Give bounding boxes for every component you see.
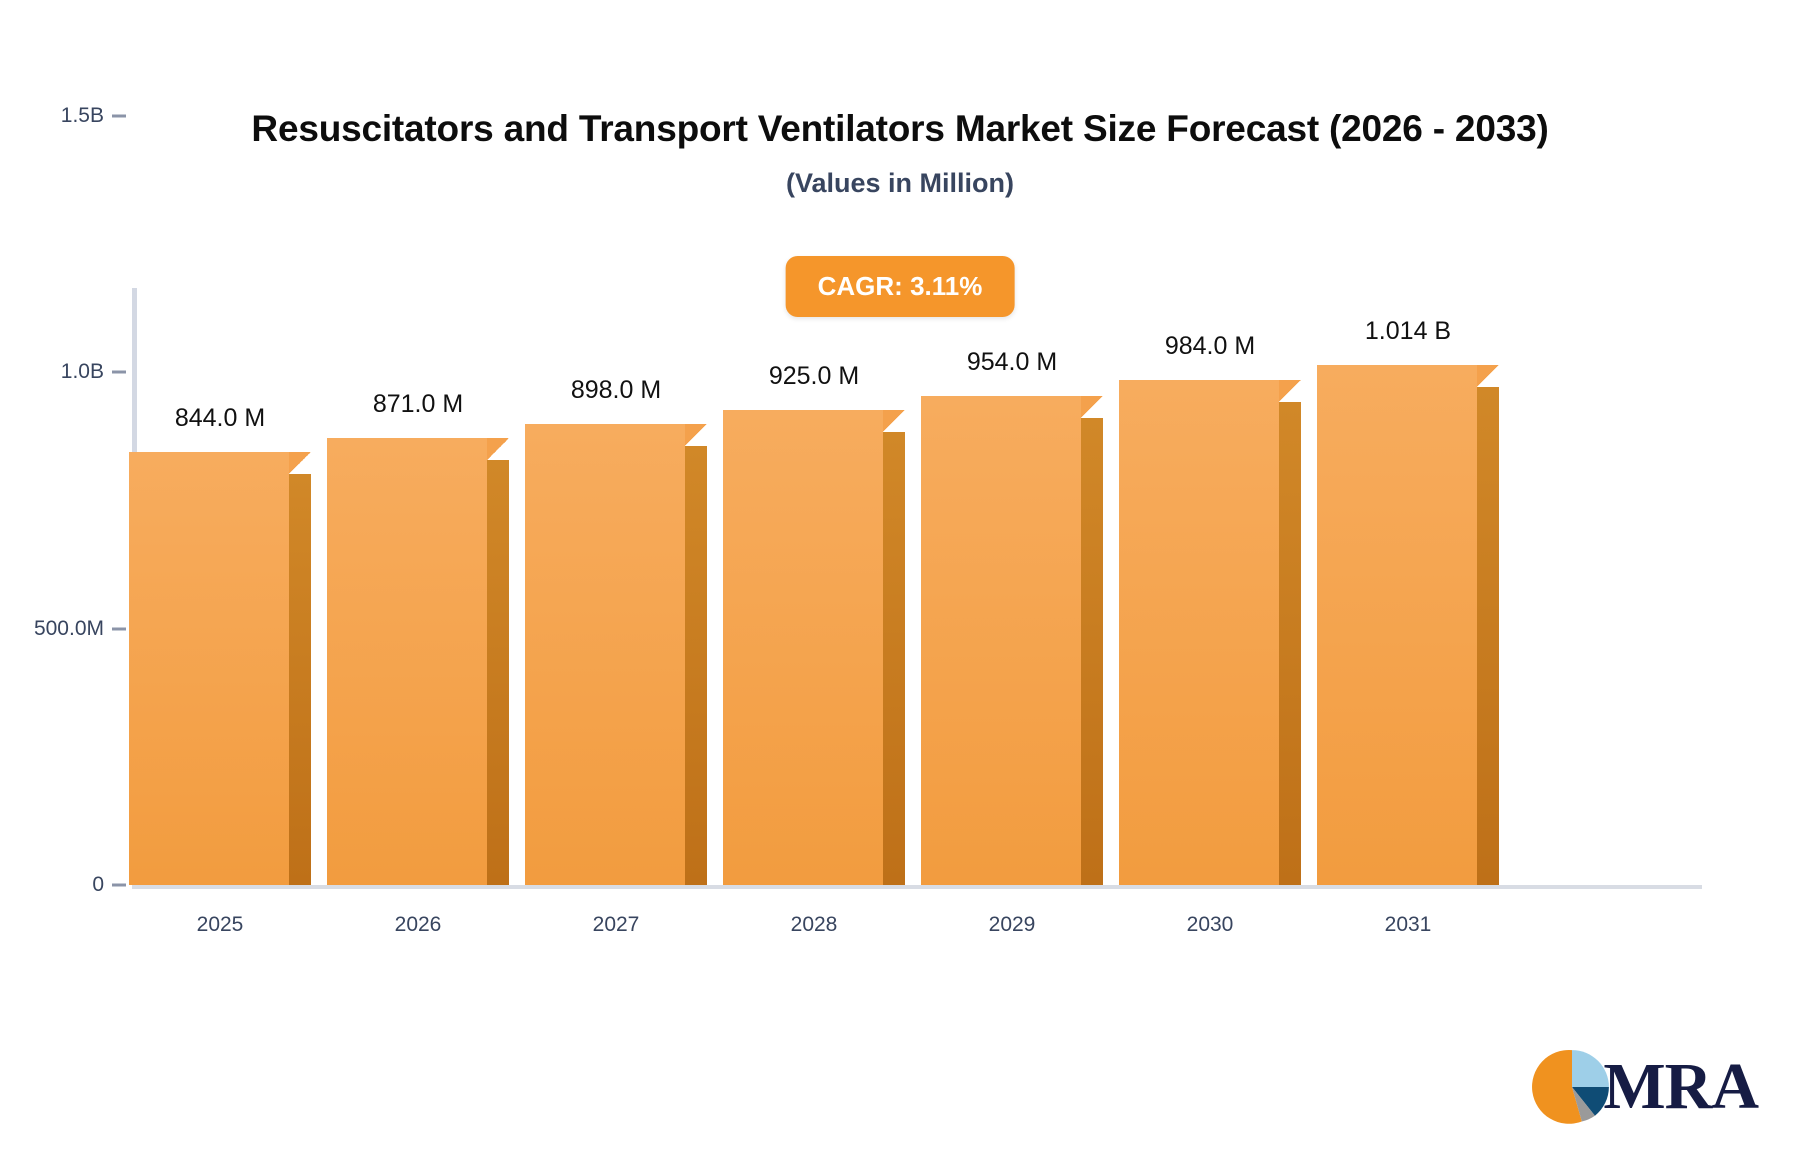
bar-value-label: 925.0 M	[768, 362, 860, 391]
pie-chart-icon	[1532, 1049, 1610, 1124]
bar-front-face	[525, 424, 685, 885]
y-axis-tick-mark	[112, 114, 126, 117]
bar-top-bevel	[883, 410, 905, 433]
bar-top-bevel	[685, 424, 707, 447]
mra-logo: MRA	[1531, 1046, 1759, 1128]
bar-front-face	[327, 438, 487, 885]
x-axis-tick-label: 2028	[790, 913, 838, 936]
bar	[327, 438, 509, 885]
bar-front-face	[1317, 364, 1477, 885]
bar-value-label: 1.014 B	[1364, 316, 1452, 345]
x-axis-line	[132, 885, 1702, 889]
y-axis-tick-label: 500.0M	[33, 616, 104, 640]
y-axis-tick-mark	[112, 627, 126, 630]
bar-front-face	[723, 410, 883, 885]
bar-side-face	[1081, 417, 1103, 885]
y-axis-tick-label: 0	[92, 873, 104, 896]
y-axis-tick-mark	[112, 883, 126, 887]
page-title: Resuscitators and Transport Ventilators …	[251, 108, 1549, 149]
y-axis-tick-label: 1.5B	[60, 103, 104, 127]
chart-subtitle: (Values in Million)	[785, 168, 1015, 198]
x-axis-tick-label: 2029	[988, 913, 1036, 936]
y-axis-tick-mark	[112, 370, 126, 374]
bar-side-face	[487, 460, 509, 885]
x-axis-tick-label: 2027	[592, 913, 640, 936]
bar-top-bevel	[1477, 364, 1499, 387]
bar-side-face	[883, 432, 905, 885]
logo-text: MRA	[1603, 1050, 1759, 1123]
bar-value-label: 954.0 M	[966, 347, 1058, 376]
bar-top-bevel	[1279, 380, 1301, 403]
bar-top-bevel	[1081, 395, 1103, 418]
bar-value-label: 844.0 M	[174, 404, 266, 433]
plot-area	[129, 288, 1702, 889]
bar-top-bevel	[289, 452, 311, 475]
x-axis-tick-label: 2030	[1186, 913, 1234, 936]
x-axis-tick-label: 2031	[1384, 913, 1432, 936]
bar-side-face	[1279, 402, 1301, 885]
bar-value-label: 898.0 M	[570, 376, 662, 405]
bar-value-label: 871.0 M	[372, 390, 464, 419]
bar	[1119, 380, 1301, 885]
x-axis-tick-label: 2025	[196, 913, 244, 936]
x-axis-tick-label: 2026	[394, 913, 442, 936]
bar-front-face	[921, 395, 1081, 885]
bar-value-label: 984.0 M	[1164, 332, 1256, 361]
bar	[525, 424, 707, 885]
bar-side-face	[1477, 386, 1499, 885]
bar	[921, 395, 1103, 885]
cagr-badge: CAGR: 3.11%	[785, 256, 1015, 317]
bar-side-face	[289, 474, 311, 885]
bar-front-face	[1119, 380, 1279, 885]
y-axis-tick-label: 1.0B	[60, 360, 104, 383]
bar-top-bevel	[487, 438, 509, 461]
bar	[1317, 364, 1499, 885]
bar-front-face	[129, 452, 289, 885]
bar-side-face	[685, 446, 707, 885]
bar	[723, 410, 905, 885]
bar	[129, 452, 311, 885]
